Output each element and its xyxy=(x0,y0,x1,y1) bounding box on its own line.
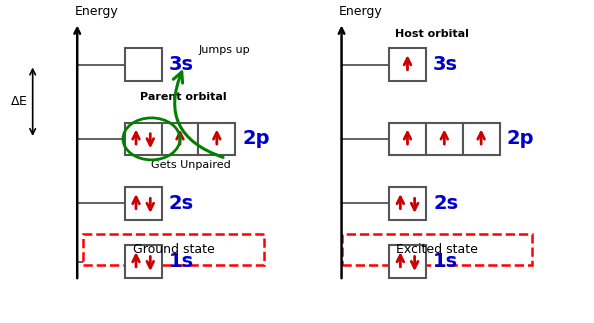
Bar xyxy=(389,245,426,278)
Text: Jumps up: Jumps up xyxy=(199,45,251,55)
Bar xyxy=(198,123,235,155)
Text: Parent orbital: Parent orbital xyxy=(140,92,226,102)
FancyArrowPatch shape xyxy=(173,72,223,157)
Bar xyxy=(389,123,426,155)
Bar xyxy=(83,234,264,265)
Bar xyxy=(125,123,162,155)
Bar xyxy=(389,48,426,81)
Bar xyxy=(125,48,162,81)
Text: 2s: 2s xyxy=(433,194,458,213)
Bar xyxy=(125,245,162,278)
Text: 1s: 1s xyxy=(169,252,194,271)
Bar xyxy=(125,187,162,220)
Text: 2p: 2p xyxy=(507,130,534,148)
Text: 3s: 3s xyxy=(169,55,194,74)
Text: 2p: 2p xyxy=(242,130,270,148)
Bar xyxy=(162,123,198,155)
Bar xyxy=(426,123,463,155)
Text: Ground state: Ground state xyxy=(133,243,214,256)
Text: 1s: 1s xyxy=(433,252,458,271)
Bar xyxy=(463,123,500,155)
Text: 3s: 3s xyxy=(433,55,458,74)
Text: Gets Unpaired: Gets Unpaired xyxy=(151,160,231,170)
Text: Energy: Energy xyxy=(74,5,118,18)
Bar xyxy=(342,234,532,265)
Text: Energy: Energy xyxy=(339,5,383,18)
Text: $\Delta$E: $\Delta$E xyxy=(10,95,28,108)
Text: 2s: 2s xyxy=(169,194,194,213)
Bar xyxy=(389,187,426,220)
Text: Excited state: Excited state xyxy=(396,243,478,256)
Text: Host orbital: Host orbital xyxy=(395,29,469,39)
